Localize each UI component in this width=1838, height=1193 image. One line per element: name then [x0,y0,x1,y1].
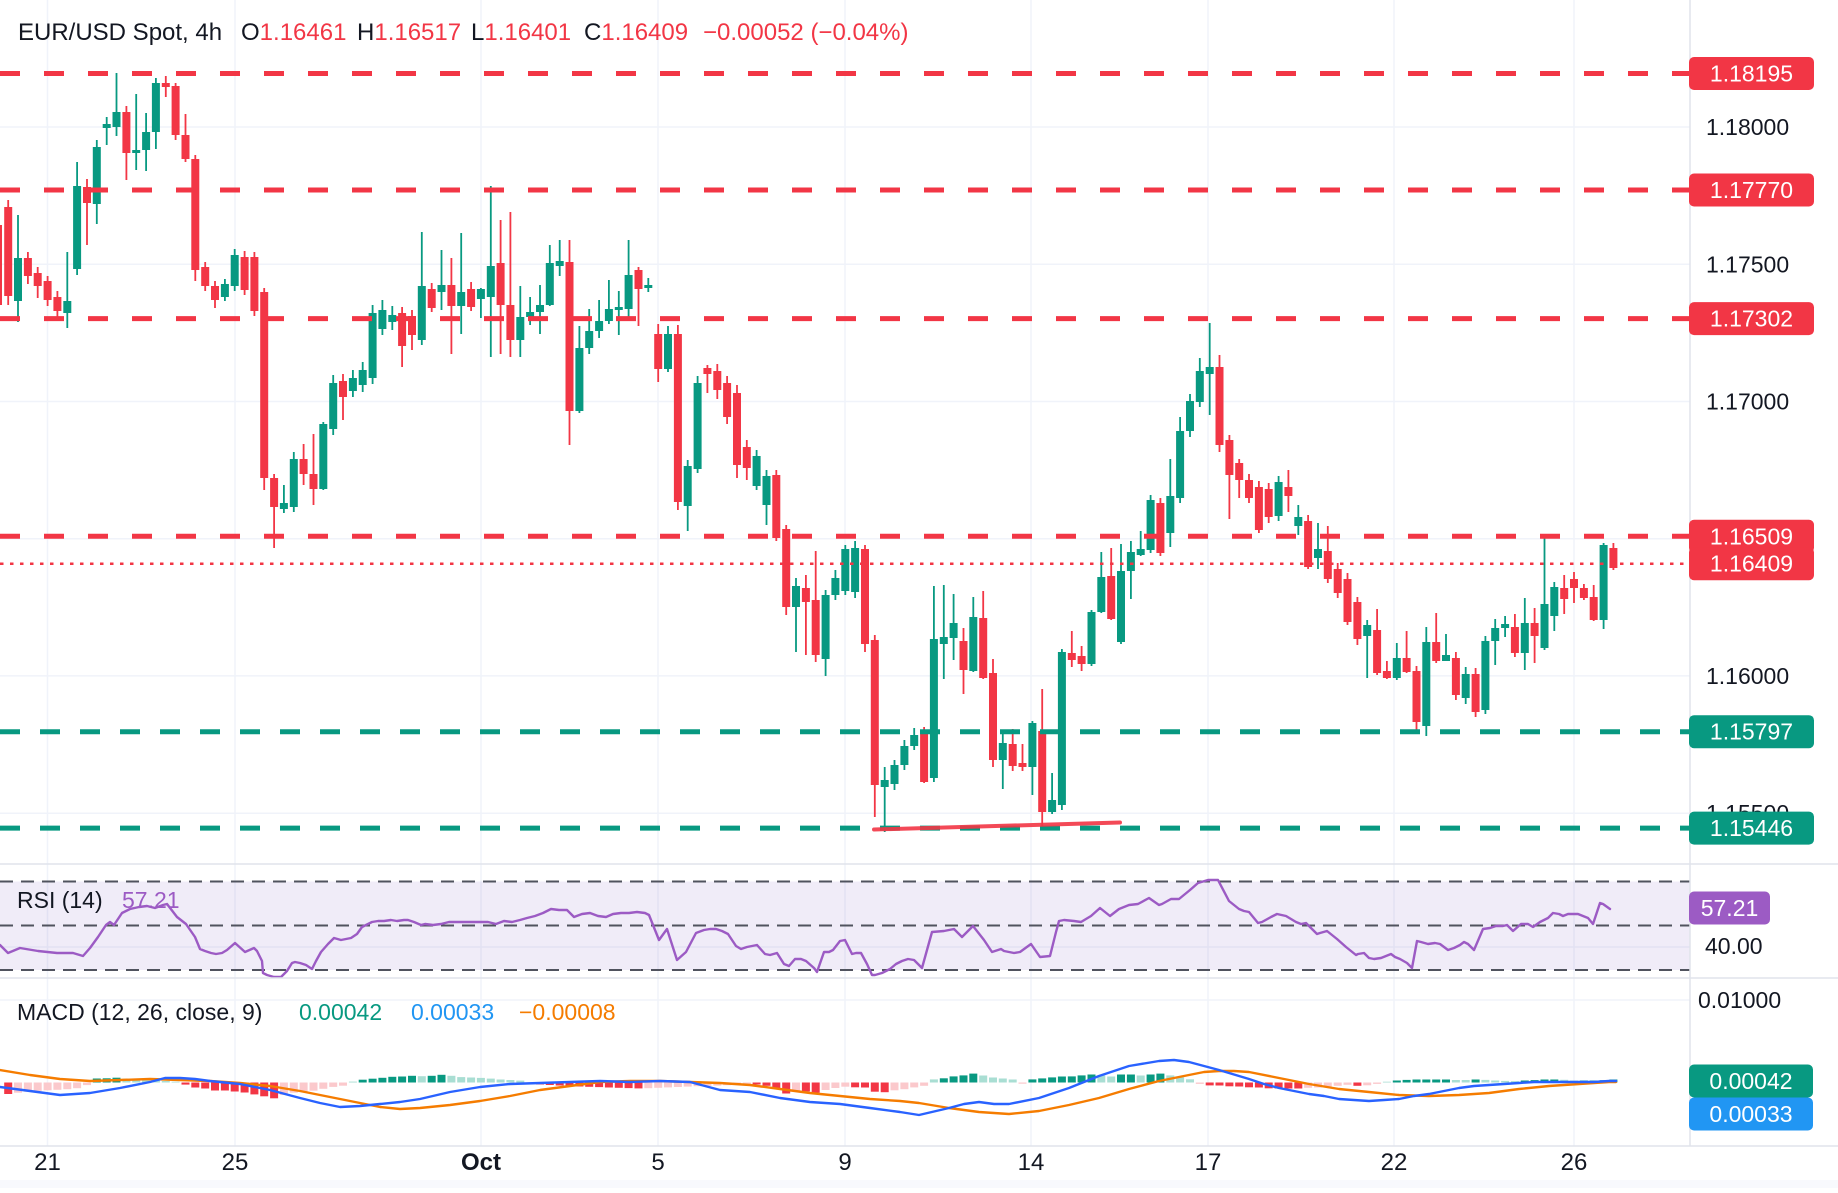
svg-text:40.00: 40.00 [1705,933,1763,959]
svg-text:1.16409: 1.16409 [1710,551,1793,577]
svg-text:0.00033: 0.00033 [1709,1101,1792,1127]
svg-text:57.21: 57.21 [1701,895,1759,921]
svg-text:RSI (14): RSI (14) [17,887,103,913]
svg-text:25: 25 [222,1149,249,1176]
svg-text:EUR/USD Spot, 4h: EUR/USD Spot, 4h [18,19,222,46]
svg-text:1.17500: 1.17500 [1706,251,1789,277]
svg-text:O1.16461: O1.16461 [241,19,346,46]
svg-text:14: 14 [1018,1149,1045,1176]
svg-text:17: 17 [1195,1149,1222,1176]
svg-text:1.18195: 1.18195 [1710,61,1793,87]
svg-text:0.00042: 0.00042 [1709,1068,1792,1094]
svg-text:1.16509: 1.16509 [1710,523,1793,549]
svg-text:1.17770: 1.17770 [1710,177,1793,203]
svg-text:0.00033: 0.00033 [411,999,494,1025]
svg-text:0.01000: 0.01000 [1698,987,1781,1013]
svg-text:1.17000: 1.17000 [1706,389,1789,415]
svg-text:Oct: Oct [461,1149,501,1176]
svg-text:1.17302: 1.17302 [1710,306,1793,332]
svg-text:5: 5 [651,1149,664,1176]
svg-text:0.00042: 0.00042 [299,999,382,1025]
svg-text:26: 26 [1561,1149,1588,1176]
svg-text:1.16000: 1.16000 [1706,663,1789,689]
svg-text:1.15446: 1.15446 [1710,815,1793,841]
svg-text:−0.00052 (−0.04%): −0.00052 (−0.04%) [703,19,909,46]
svg-text:22: 22 [1381,1149,1408,1176]
svg-text:1.15797: 1.15797 [1710,719,1793,745]
svg-text:57.21: 57.21 [122,887,180,913]
svg-text:L1.16401: L1.16401 [471,19,571,46]
svg-text:C1.16409: C1.16409 [584,19,688,46]
svg-text:−0.00008: −0.00008 [519,999,616,1025]
svg-text:1.18000: 1.18000 [1706,114,1789,140]
svg-text:MACD (12, 26, close, 9): MACD (12, 26, close, 9) [17,999,262,1025]
svg-text:21: 21 [34,1149,61,1176]
svg-text:H1.16517: H1.16517 [357,19,461,46]
svg-text:9: 9 [838,1149,851,1176]
